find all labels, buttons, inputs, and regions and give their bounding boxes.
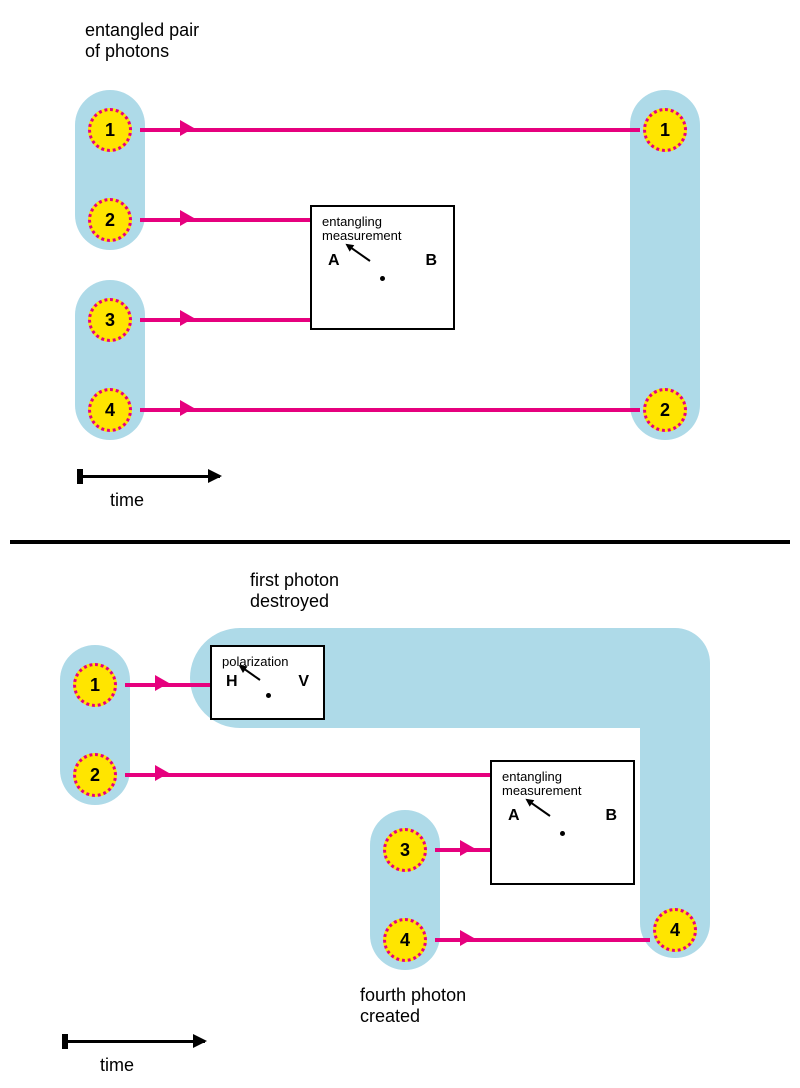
line-top-1 <box>140 128 640 132</box>
needle-icon <box>346 244 370 262</box>
letter-A-bot: A <box>508 807 520 825</box>
arrow-top-3 <box>180 310 194 326</box>
arrow-bot-2 <box>155 765 169 781</box>
photon-top-2: 2 <box>88 198 132 242</box>
panel-divider <box>10 540 790 544</box>
box-entangling-top-title: entangling measurement <box>322 215 443 244</box>
box-entangling-top-ab: A B <box>322 252 443 292</box>
box-polarization: polarization H V <box>210 645 325 720</box>
arrow-top-1 <box>180 120 194 136</box>
time-arrow-top <box>80 475 220 478</box>
arrow-top-2 <box>180 210 194 226</box>
box-polarization-hv: H V <box>222 673 313 707</box>
letter-A-top: A <box>328 252 340 270</box>
box-entangling-bottom-ab: A B <box>502 807 623 847</box>
arrow-bot-4 <box>460 930 474 946</box>
line-top-3 <box>140 318 310 322</box>
arrow-bot-3 <box>460 840 474 856</box>
photon-bot-1: 1 <box>73 663 117 707</box>
arrow-bot-1 <box>155 675 169 691</box>
letter-B-top: B <box>425 252 437 270</box>
arrow-top-4 <box>180 400 194 416</box>
label-fourth-created: fourth photon created <box>360 985 466 1027</box>
line-top-4 <box>140 408 640 412</box>
photon-top-right-1: 1 <box>643 108 687 152</box>
box-entangling-bottom: entangling measurement A B <box>490 760 635 885</box>
top-title: entangled pair of photons <box>85 20 199 62</box>
letter-V: V <box>298 673 309 691</box>
letter-H: H <box>226 673 238 691</box>
time-label-top: time <box>110 490 144 511</box>
photon-bot-2: 2 <box>73 753 117 797</box>
box-entangling-top: entangling measurement A B <box>310 205 455 330</box>
diagram-stage: entangled pair of photons entangling mea… <box>0 0 800 1088</box>
time-label-bottom: time <box>100 1055 134 1076</box>
dot-icon <box>380 276 385 281</box>
dot-icon <box>560 831 565 836</box>
box-entangling-bottom-title: entangling measurement <box>502 770 623 799</box>
photon-bot-3: 3 <box>383 828 427 872</box>
label-first-destroyed: first photon destroyed <box>250 570 339 612</box>
photon-top-4: 4 <box>88 388 132 432</box>
photon-bot-4: 4 <box>383 918 427 962</box>
line-top-2 <box>140 218 310 222</box>
photon-bot-right: 4 <box>653 908 697 952</box>
dot-icon <box>266 693 271 698</box>
photon-top-3: 3 <box>88 298 132 342</box>
letter-B-bot: B <box>605 807 617 825</box>
time-arrow-bottom <box>65 1040 205 1043</box>
needle-icon <box>526 799 550 817</box>
line-bot-2 <box>125 773 490 777</box>
photon-top-1: 1 <box>88 108 132 152</box>
photon-top-right-2: 2 <box>643 388 687 432</box>
